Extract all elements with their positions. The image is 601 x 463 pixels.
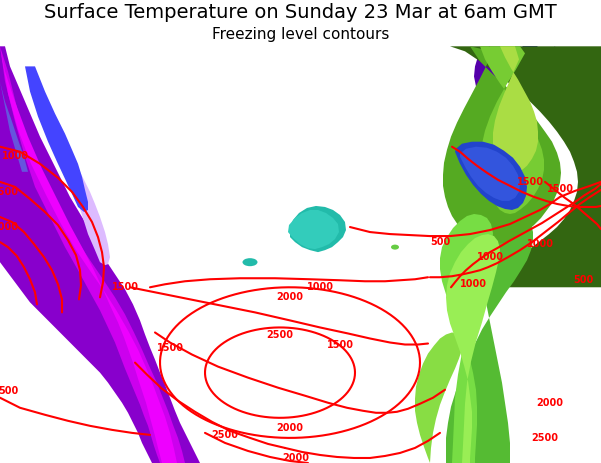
- Text: 500: 500: [0, 386, 18, 396]
- Polygon shape: [480, 46, 544, 214]
- Text: 1000: 1000: [1, 151, 28, 161]
- Text: 1000: 1000: [307, 282, 334, 292]
- Polygon shape: [460, 147, 520, 201]
- Polygon shape: [415, 332, 463, 463]
- Text: 2000: 2000: [276, 292, 304, 302]
- Text: 1500: 1500: [516, 177, 543, 187]
- Text: 1500: 1500: [112, 282, 138, 292]
- Ellipse shape: [584, 47, 596, 56]
- Text: 2500: 2500: [266, 331, 293, 340]
- Text: 1000: 1000: [526, 239, 554, 249]
- Polygon shape: [0, 46, 28, 172]
- Text: 1000: 1000: [460, 279, 486, 289]
- Text: 500: 500: [573, 275, 593, 285]
- Polygon shape: [440, 214, 493, 463]
- Polygon shape: [443, 46, 561, 244]
- Polygon shape: [0, 46, 185, 463]
- Polygon shape: [510, 46, 530, 96]
- Text: 2500: 2500: [531, 433, 558, 443]
- Ellipse shape: [242, 258, 257, 266]
- Polygon shape: [288, 210, 339, 249]
- Text: 2000: 2000: [282, 453, 310, 463]
- Polygon shape: [493, 46, 538, 173]
- Text: 1500: 1500: [0, 187, 19, 197]
- Polygon shape: [541, 46, 563, 92]
- Text: 500: 500: [430, 237, 450, 247]
- Text: 2000: 2000: [276, 423, 304, 433]
- Polygon shape: [474, 46, 497, 96]
- Text: Surface Temperature on Sunday 23 Mar at 6am GMT: Surface Temperature on Sunday 23 Mar at …: [44, 3, 557, 23]
- Polygon shape: [0, 46, 200, 463]
- Polygon shape: [0, 46, 177, 463]
- Polygon shape: [290, 206, 346, 252]
- Text: 2000: 2000: [0, 222, 19, 232]
- Polygon shape: [455, 142, 527, 210]
- Ellipse shape: [554, 50, 566, 57]
- Text: Freezing level contours: Freezing level contours: [212, 27, 389, 42]
- Ellipse shape: [569, 52, 581, 60]
- Ellipse shape: [391, 244, 399, 250]
- Ellipse shape: [522, 41, 537, 51]
- Text: 2000: 2000: [537, 398, 564, 408]
- Polygon shape: [73, 172, 110, 265]
- Polygon shape: [25, 66, 88, 212]
- Text: 2500: 2500: [212, 430, 239, 440]
- Polygon shape: [446, 208, 533, 463]
- Text: 1500: 1500: [546, 184, 573, 194]
- Polygon shape: [450, 46, 601, 287]
- Text: 1500: 1500: [156, 343, 183, 352]
- Ellipse shape: [539, 47, 551, 56]
- Text: 1000: 1000: [477, 252, 504, 262]
- Polygon shape: [446, 234, 500, 463]
- Text: 1500: 1500: [326, 339, 353, 350]
